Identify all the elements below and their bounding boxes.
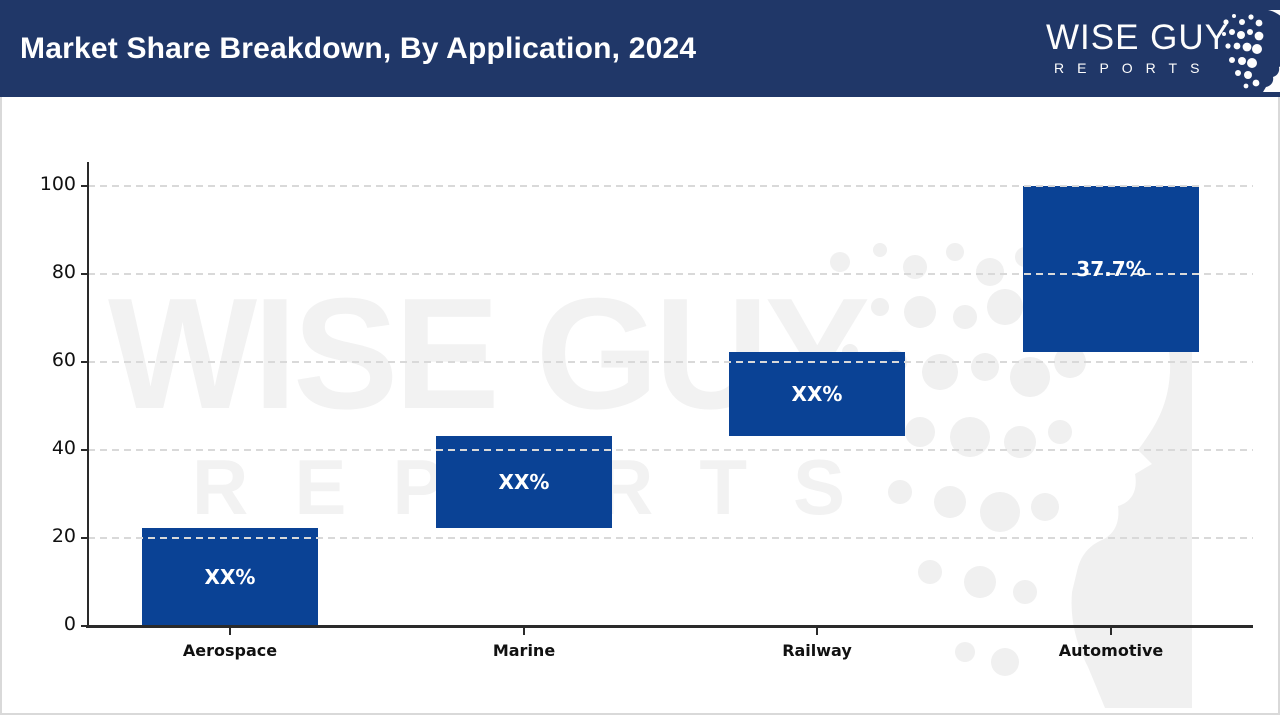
bar-value-label-railway: XX% <box>791 382 843 407</box>
gridline-40 <box>88 449 1253 451</box>
dotted-face-profile-icon <box>1222 10 1280 92</box>
gridline-60 <box>88 361 1253 363</box>
bar-value-label-aerospace: XX% <box>204 564 256 589</box>
chart-title: Market Share Breakdown, By Application, … <box>20 31 697 65</box>
y-axis-label-80: 80 <box>51 261 76 283</box>
wiseguy-logo: WISE GUY REPORTS <box>1040 0 1280 97</box>
x-axis-label-aerospace: Aerospace <box>182 641 278 660</box>
bar-automotive <box>1023 186 1199 352</box>
y-axis-label-100: 100 <box>39 173 76 195</box>
y-tick-40 <box>81 449 88 451</box>
x-tick-aerospace <box>229 628 231 635</box>
y-axis-label-40: 40 <box>51 437 76 459</box>
x-axis-label-marine: Marine <box>492 641 556 660</box>
gridline-80 <box>88 273 1253 275</box>
y-axis-label-0: 0 <box>63 613 76 635</box>
x-axis-spine <box>86 625 1253 628</box>
gridline-20 <box>88 537 1253 539</box>
bar-value-label-marine: XX% <box>498 469 550 494</box>
y-tick-100 <box>81 185 88 187</box>
bar-aerospace <box>142 527 318 626</box>
y-tick-60 <box>81 361 88 363</box>
x-tick-railway <box>816 628 818 635</box>
bar-marine <box>436 435 612 528</box>
bar-value-label-automotive: 37.7% <box>1076 256 1146 281</box>
bar-railway <box>729 352 905 436</box>
y-tick-80 <box>81 273 88 275</box>
y-axis-spine <box>87 162 89 628</box>
header-bar: Market Share Breakdown, By Application, … <box>0 0 1280 97</box>
logo-wordmark: WISE GUY <box>1046 18 1230 57</box>
x-tick-automotive <box>1110 628 1112 635</box>
y-tick-0 <box>81 625 88 627</box>
logo-subtitle: REPORTS <box>1054 60 1213 76</box>
gridline-100 <box>88 185 1253 187</box>
x-tick-marine <box>523 628 525 635</box>
x-axis-label-railway: Railway <box>782 641 852 660</box>
y-axis-label-20: 20 <box>51 525 76 547</box>
y-axis-label-60: 60 <box>51 349 76 371</box>
y-tick-20 <box>81 537 88 539</box>
x-axis-label-automotive: Automotive <box>1058 641 1164 660</box>
